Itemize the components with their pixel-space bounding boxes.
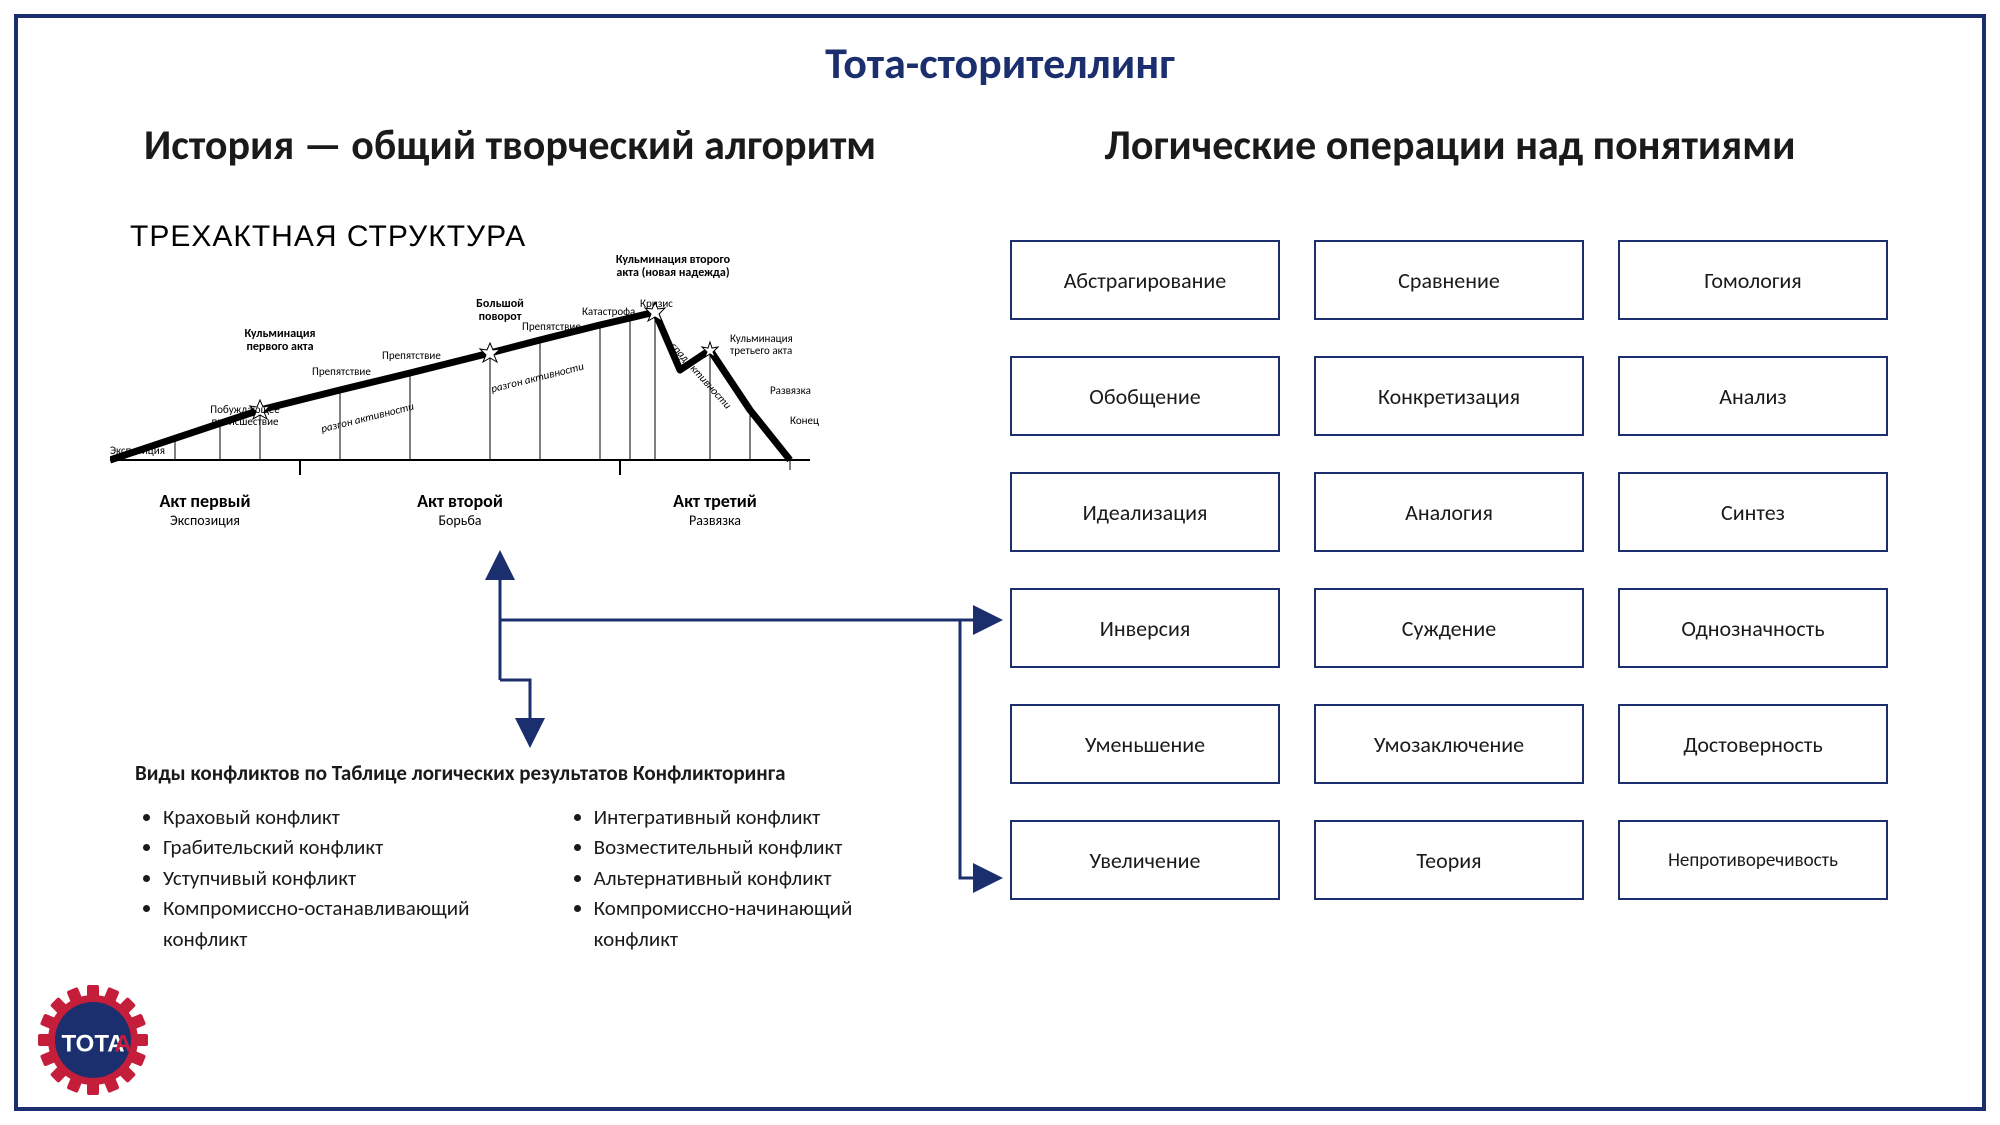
conflict-col-1: Краховый конфликт Грабительский конфликт… bbox=[135, 802, 506, 954]
op-box: Уменьшение bbox=[1010, 704, 1280, 784]
lbl-inciting: Побуждающее происшествие bbox=[200, 404, 290, 428]
act-3-name: Акт третий bbox=[620, 490, 810, 512]
lbl-exposition: Экспозиция bbox=[110, 445, 165, 457]
act-2-sub: Борьба bbox=[300, 512, 620, 529]
op-box: Гомология bbox=[1618, 240, 1888, 320]
diagram-title: ТРЕХАКТНАЯ СТРУКТУРА bbox=[130, 220, 790, 254]
op-box: Умозаключение bbox=[1314, 704, 1584, 784]
op-box: Инверсия bbox=[1010, 588, 1280, 668]
conflict-item: Интегративный конфликт bbox=[594, 802, 895, 832]
three-act-diagram: ТРЕХАКТНАЯ СТРУКТУРА bbox=[130, 220, 790, 520]
main-title: Тота-сторителлинг bbox=[0, 36, 2000, 90]
lbl-crisis: Кризис bbox=[640, 298, 673, 310]
conflict-item: Уступчивый конфликт bbox=[163, 863, 506, 893]
act-labels: Акт первый Экспозиция Акт второй Борьба … bbox=[110, 490, 810, 529]
conflict-item: Краховый конфликт bbox=[163, 802, 506, 832]
lbl-end: Конец bbox=[790, 415, 819, 427]
op-box: Аналогия bbox=[1314, 472, 1584, 552]
lbl-catastrophe: Катастрофа bbox=[582, 306, 635, 318]
lbl-obstacle-1: Препятствие bbox=[312, 366, 371, 378]
act-3: Акт третий Развязка bbox=[620, 490, 810, 529]
lbl-act1-climax: Кульминация первого акта bbox=[230, 328, 330, 354]
act-1-name: Акт первый bbox=[110, 490, 300, 512]
tota-logo-icon: TOTA A bbox=[38, 985, 148, 1095]
lbl-obstacle-3: Препятствие bbox=[522, 321, 581, 333]
op-box: Конкретизация bbox=[1314, 356, 1584, 436]
conflict-item: Альтернативный конфликт bbox=[594, 863, 895, 893]
op-box: Идеализация bbox=[1010, 472, 1280, 552]
op-box: Непротиворечивость bbox=[1618, 820, 1888, 900]
lbl-obstacle-2: Препятствие bbox=[382, 350, 441, 362]
op-box: Достоверность bbox=[1618, 704, 1888, 784]
op-box: Увеличение bbox=[1010, 820, 1280, 900]
lbl-act3-climax: Кульминация третьего акта bbox=[730, 333, 820, 357]
act-1: Акт первый Экспозиция bbox=[110, 490, 300, 529]
right-heading: Логические операции над понятиями bbox=[1000, 120, 1900, 171]
conflict-title: Виды конфликтов по Таблице логических ре… bbox=[135, 760, 785, 786]
conflict-item: Компромиссно-останавливающий конфликт bbox=[163, 893, 506, 954]
op-box: Синтез bbox=[1618, 472, 1888, 552]
act-2: Акт второй Борьба bbox=[300, 490, 620, 529]
conflict-columns: Краховый конфликт Грабительский конфликт… bbox=[135, 802, 895, 954]
conflict-col-2: Интегративный конфликт Возместительный к… bbox=[566, 802, 895, 954]
conflict-item: Компромиссно-начинающий конфликт bbox=[594, 893, 895, 954]
lbl-denouement: Развязка bbox=[770, 385, 811, 397]
op-box: Сравнение bbox=[1314, 240, 1584, 320]
act-2-name: Акт второй bbox=[300, 490, 620, 512]
op-box: Однозначность bbox=[1618, 588, 1888, 668]
conflict-item: Возместительный конфликт bbox=[594, 832, 895, 862]
op-box: Теория bbox=[1314, 820, 1584, 900]
lbl-act2-climax: Кульминация второго акта (новая надежда) bbox=[608, 254, 738, 280]
operations-grid: Абстрагирование Сравнение Гомология Обоб… bbox=[1010, 240, 1900, 900]
left-heading: История — общий творческий алгоритм bbox=[80, 120, 940, 171]
op-box: Обобщение bbox=[1010, 356, 1280, 436]
act-1-sub: Экспозиция bbox=[110, 512, 300, 529]
svg-text:A: A bbox=[114, 1030, 131, 1057]
act-3-sub: Развязка bbox=[620, 512, 810, 529]
op-box: Анализ bbox=[1618, 356, 1888, 436]
conflict-item: Грабительский конфликт bbox=[163, 832, 506, 862]
op-box: Абстрагирование bbox=[1010, 240, 1280, 320]
op-box: Суждение bbox=[1314, 588, 1584, 668]
